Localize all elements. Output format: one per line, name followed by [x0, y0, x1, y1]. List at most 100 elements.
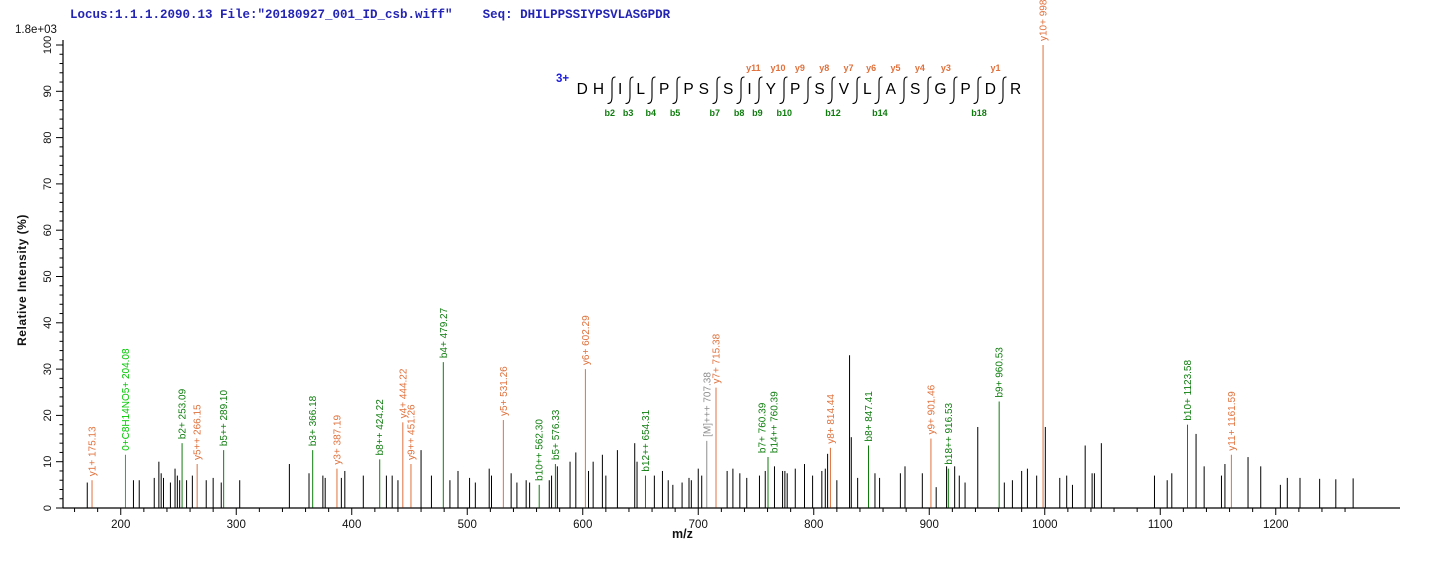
x-tick-label: 900: [920, 519, 939, 531]
peak-label: b7+ 760.39: [758, 402, 769, 453]
peak-label: y5+ 531.26: [499, 366, 510, 416]
b-ion-label-b8: b8: [733, 108, 745, 118]
precursor-charge-label: 3+: [556, 73, 570, 85]
peak-label: b4+ 479.27: [439, 307, 450, 358]
peak-label: y3+ 387.19: [332, 414, 343, 464]
cut-mark-icon: [754, 76, 763, 105]
peak-label: [M]+++ 707.38: [702, 372, 713, 437]
b-ion-label-b2: b2: [604, 108, 616, 118]
fragment-cut-after-10: y10 b10: [771, 63, 793, 118]
peak-label: b5++ 289.10: [219, 390, 230, 447]
residue-15: A: [885, 81, 896, 98]
residue-11: P: [790, 81, 801, 98]
cut-mark-icon: [803, 76, 812, 105]
peak-label: b12++ 654.31: [641, 409, 652, 471]
residue-1: D: [576, 81, 588, 98]
fragment-cut-after-2: b2: [605, 75, 616, 118]
cut-mark-icon: [874, 76, 883, 105]
x-tick-label: 500: [458, 519, 477, 531]
y-tick-label: 60: [42, 224, 54, 236]
x-tick-label: 400: [342, 519, 361, 531]
x-axis-title: m/z: [672, 527, 693, 541]
residue-12: S: [814, 81, 825, 98]
y-ion-label-y4: y4: [914, 63, 925, 73]
x-tick-label: 800: [804, 519, 823, 531]
residue-2: H: [592, 81, 605, 98]
y-tick-label: 30: [42, 363, 54, 375]
cut-mark-icon: [672, 76, 681, 105]
fragment-cut-after-12: y8 b12: [819, 63, 841, 118]
cut-mark-icon: [949, 76, 958, 105]
y-ion-label-y7: y7: [843, 63, 854, 73]
x-tick-label: 300: [227, 519, 246, 531]
b-ion-label-b3: b3: [622, 108, 634, 118]
y-tick-label: 0: [42, 505, 54, 511]
fragment-cut-after-17: y3: [941, 63, 958, 105]
x-tick-label: 700: [689, 519, 708, 531]
b-ion-label-b18: b18: [971, 108, 987, 118]
y-ion-label-y6: y6: [866, 63, 877, 73]
cut-mark-icon: [973, 76, 982, 105]
y-ion-label-y5: y5: [890, 63, 901, 73]
cut-mark-icon: [998, 76, 1007, 105]
y-tick-label: 80: [42, 131, 54, 143]
peak-label: y5++ 266.15: [193, 404, 204, 460]
peak-label: y9+ 901.46: [926, 384, 937, 434]
b-ion-label-b7: b7: [709, 108, 721, 118]
residue-17: G: [934, 81, 947, 98]
cut-mark-icon: [606, 76, 616, 105]
b-ion-label-b14: b14: [872, 108, 888, 118]
peak-label: b10++ 562.30: [535, 419, 546, 481]
fragment-cut-after-14: y6 b14: [866, 63, 888, 118]
residue-18: P: [960, 81, 971, 98]
cut-mark-icon: [827, 76, 836, 105]
fragment-cut-after-3: b3: [623, 75, 634, 118]
y-tick-label: 10: [42, 456, 54, 468]
peak-label: b2+ 253.09: [178, 388, 189, 439]
fragment-cut-after-4: b4: [645, 75, 657, 118]
peak-label: b5+ 576.33: [551, 409, 562, 460]
fragment-cut-after-9: y11 b9: [746, 63, 763, 118]
fragment-cut-after-5: b5: [670, 75, 681, 118]
residue-3: I: [618, 81, 623, 98]
residue-13: V: [838, 81, 850, 98]
peak-label: y11+ 1161.59: [1227, 391, 1238, 451]
b-ion-label-b5: b5: [669, 108, 681, 118]
y-tick-label: 70: [42, 178, 54, 190]
residue-9: I: [747, 81, 752, 98]
y-ion-label-y3: y3: [940, 63, 951, 73]
peak-label: b9+ 960.53: [995, 347, 1006, 398]
residue-7: S: [698, 81, 709, 98]
cut-mark-icon: [898, 76, 908, 105]
y-ion-label-y8: y8: [819, 63, 830, 73]
residue-19: D: [984, 81, 996, 98]
cut-mark-icon: [647, 76, 657, 105]
y-tick-label: 20: [42, 409, 54, 421]
x-tick-label: 1200: [1263, 519, 1289, 531]
b-ion-label-b12: b12: [825, 108, 841, 118]
residue-4: L: [636, 81, 645, 98]
y-tick-label: 40: [42, 317, 54, 329]
y-ion-label-y1: y1: [990, 63, 1001, 73]
peak-label: 0+C8H14NO5+ 204.08: [121, 348, 132, 451]
sequence-label: Seq: DHILPPSSIYPSVLASGPDR: [482, 8, 671, 22]
residue-6: P: [683, 81, 694, 98]
peak-label: y9++ 451.26: [406, 404, 417, 460]
fragment-cut-after-13: y7: [844, 63, 861, 105]
locus-file-label: Locus:1.1.1.2090.13 File:"20180927_001_I…: [70, 8, 453, 22]
peak-label: b3+ 366.18: [308, 395, 319, 446]
x-tick-label: 600: [573, 519, 592, 531]
header-bar: Locus:1.1.1.2090.13 File:"20180927_001_I…: [70, 8, 670, 22]
residue-20: R: [1009, 81, 1022, 98]
x-tick-label: 1100: [1148, 519, 1173, 531]
peak-label: y8+ 814.44: [826, 394, 837, 444]
peak-label: b8+ 847.41: [864, 391, 875, 442]
y-tick-label: 90: [42, 85, 54, 97]
y-ion-label-y11: y11: [746, 63, 761, 73]
y-tick-label: 50: [42, 270, 54, 282]
peak-label: b18++ 916.53: [944, 402, 955, 464]
peak-label: y6+ 602.29: [581, 315, 592, 365]
y-tick-label: 100: [42, 36, 54, 54]
